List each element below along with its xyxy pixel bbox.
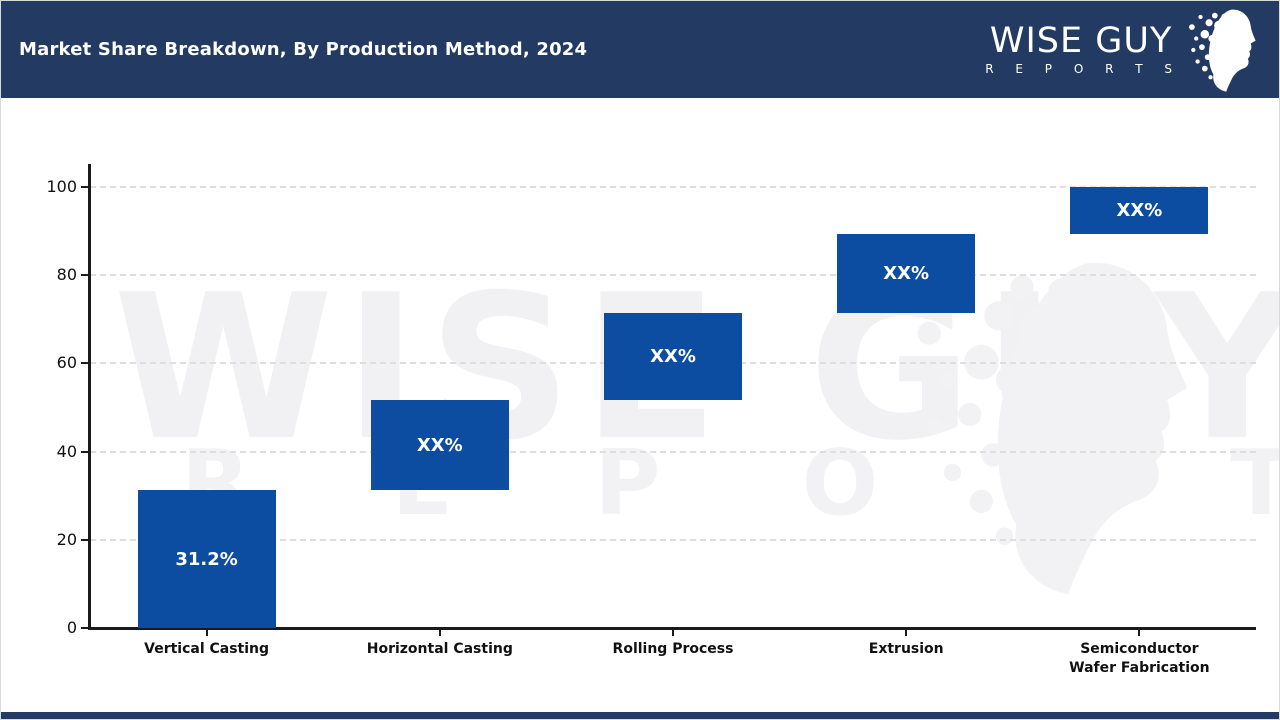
x-tick-vertical-casting: [205, 629, 208, 636]
logo-face-icon: [1189, 9, 1256, 92]
y-tick-80: [81, 274, 90, 277]
gridline-40: [90, 450, 1256, 453]
gridline-80: [90, 274, 1256, 277]
x-tick-label-extrusion: Extrusion: [868, 641, 944, 657]
y-tick-label-20: 20: [56, 529, 77, 549]
gridline-100: [90, 186, 1256, 188]
x-tick-rolling-process: [672, 629, 674, 636]
y-tick-label-0: 0: [66, 618, 77, 637]
chart-title: Market Share Breakdown, By Production Me…: [19, 39, 588, 60]
y-tick-60: [81, 362, 90, 365]
logo-wordmark: WISE GUY R E P O R T S: [981, 21, 1181, 76]
y-tick-label-100: 100: [46, 177, 77, 196]
x-tick-label-semiconductor-wafer-fabrication: Semiconductor Wafer Fabrication: [1069, 641, 1210, 676]
bar-vertical-casting: 31.2%: [137, 490, 276, 628]
bar-semiconductor-wafer-fabrication: XX%: [1070, 187, 1209, 234]
y-tick-100: [81, 186, 90, 188]
bar-value-label-rolling-process: XX%: [650, 346, 696, 368]
footer-bar: [1, 712, 1279, 719]
bar-horizontal-casting: XX%: [370, 400, 509, 491]
bar-value-label-vertical-casting: 31.2%: [175, 548, 238, 570]
wise-guy-reports-logo: WISE GUY R E P O R T S: [981, 7, 1259, 93]
y-tick-label-40: 40: [56, 441, 77, 461]
bar-extrusion: XX%: [837, 233, 976, 314]
x-tick-horizontal-casting: [438, 629, 441, 636]
y-axis-spine: [88, 164, 91, 630]
y-tick-label-60: 60: [56, 353, 77, 373]
bar-value-label-horizontal-casting: XX%: [416, 434, 463, 456]
y-tick-0: [81, 627, 90, 629]
bar-rolling-process: XX%: [604, 313, 742, 400]
y-tick-label-80: 80: [56, 265, 77, 285]
x-tick-label-rolling-process: Rolling Process: [612, 641, 734, 657]
bar-value-label-semiconductor-wafer-fabrication: XX%: [1116, 199, 1163, 221]
x-tick-semiconductor-wafer-fabrication: [1138, 629, 1141, 636]
y-tick-40: [81, 450, 90, 453]
x-tick-label-horizontal-casting: Horizontal Casting: [366, 641, 513, 657]
logo-name-text: WISE GUY: [989, 21, 1173, 61]
bar-value-label-extrusion: XX%: [883, 262, 930, 284]
x-tick-label-vertical-casting: Vertical Casting: [144, 641, 270, 657]
header-banner: Market Share Breakdown, By Production Me…: [1, 1, 1279, 98]
watermark-face-icon: [917, 262, 1188, 595]
gridline-20: [90, 538, 1256, 541]
logo-reports-text: R E P O R T S: [985, 62, 1181, 76]
y-tick-20: [81, 538, 90, 541]
x-tick-extrusion: [905, 629, 908, 636]
x-axis-spine: [88, 627, 1256, 630]
